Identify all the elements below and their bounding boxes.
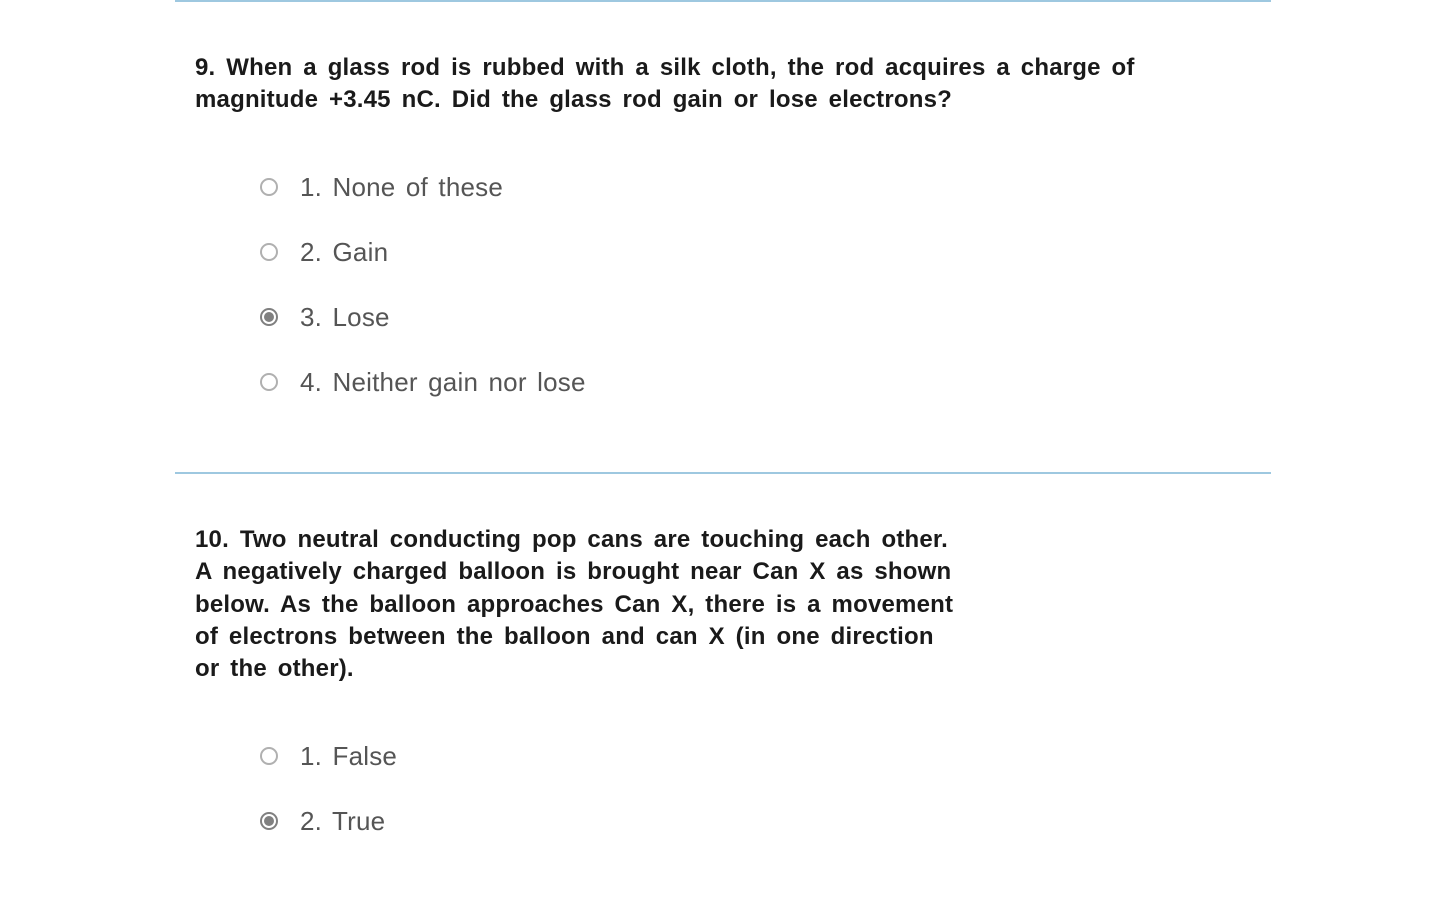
option-row[interactable]: 1. None of these — [260, 172, 1251, 203]
radio-unchecked-icon[interactable] — [260, 178, 278, 196]
question-block-9: 9. When a glass rod is rubbed with a sil… — [195, 2, 1251, 472]
radio-unchecked-icon[interactable] — [260, 373, 278, 391]
option-label: 4. Neither gain nor lose — [300, 367, 586, 398]
question-body: Two neutral conducting pop cans are touc… — [195, 526, 953, 683]
question-block-10: 10. Two neutral conducting pop cans are … — [195, 474, 1251, 911]
option-row[interactable]: 4. Neither gain nor lose — [260, 367, 1251, 398]
option-label: 2. True — [300, 806, 385, 837]
question-number: 10. — [195, 526, 229, 553]
question-text: 9. When a glass rod is rubbed with a sil… — [195, 52, 1251, 117]
options-list: 1. False 2. True — [260, 741, 1251, 837]
option-row[interactable]: 2. Gain — [260, 237, 1251, 268]
radio-unchecked-icon[interactable] — [260, 243, 278, 261]
quiz-container: 9. When a glass rod is rubbed with a sil… — [0, 0, 1446, 911]
option-label: 2. Gain — [300, 237, 388, 268]
options-list: 1. None of these 2. Gain 3. Lose 4. Neit… — [260, 172, 1251, 398]
option-row[interactable]: 3. Lose — [260, 302, 1251, 333]
option-row[interactable]: 2. True — [260, 806, 1251, 837]
question-body: When a glass rod is rubbed with a silk c… — [195, 54, 1135, 113]
radio-checked-icon[interactable] — [260, 812, 278, 830]
option-label: 1. False — [300, 741, 397, 772]
radio-checked-icon[interactable] — [260, 308, 278, 326]
question-text: 10. Two neutral conducting pop cans are … — [195, 524, 955, 686]
radio-unchecked-icon[interactable] — [260, 747, 278, 765]
option-row[interactable]: 1. False — [260, 741, 1251, 772]
option-label: 1. None of these — [300, 172, 503, 203]
question-number: 9. — [195, 54, 215, 81]
option-label: 3. Lose — [300, 302, 390, 333]
